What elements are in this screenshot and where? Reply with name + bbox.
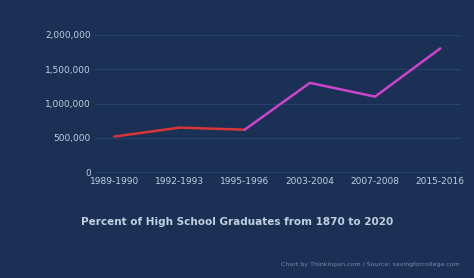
Text: Chart by Thinkinpan.com / Source: savingforcollege.com: Chart by Thinkinpan.com / Source: saving… [281, 262, 460, 267]
Text: Percent of High School Graduates from 1870 to 2020: Percent of High School Graduates from 18… [81, 217, 393, 227]
